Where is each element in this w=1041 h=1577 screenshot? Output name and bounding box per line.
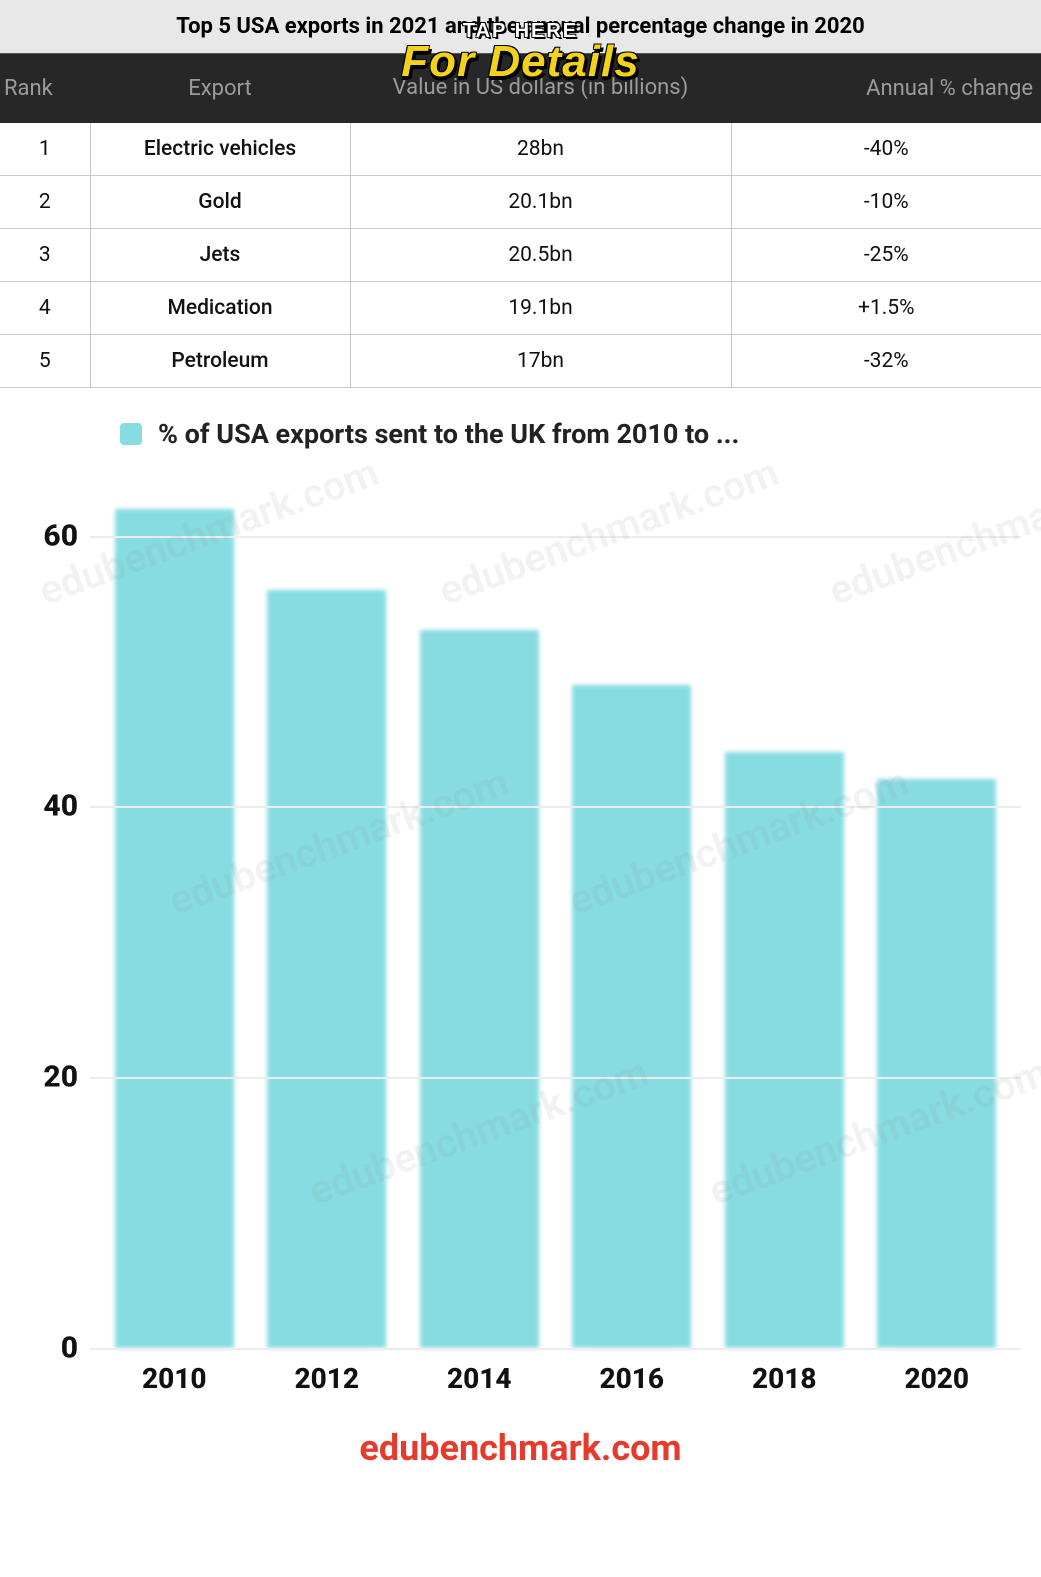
- cell-export: Jets: [90, 229, 350, 282]
- y-tick-label: 60: [43, 518, 78, 553]
- cell-export: Gold: [90, 176, 350, 229]
- chart-bars: [90, 468, 1021, 1348]
- col-header-value: Value in US dollars (in billions): [350, 76, 731, 100]
- cell-export: Medication: [90, 282, 350, 335]
- cell-change: -40%: [731, 123, 1041, 176]
- cell-value: 20.5bn: [350, 229, 731, 282]
- x-tick-label: 2016: [572, 1362, 691, 1395]
- col-header-change: Annual % change: [731, 76, 1041, 101]
- y-tick-label: 40: [43, 789, 78, 824]
- cell-value: 20.1bn: [350, 176, 731, 229]
- table-row: 3Jets20.5bn-25%: [0, 229, 1041, 282]
- cell-value: 28bn: [350, 123, 731, 176]
- cell-rank: 5: [0, 335, 90, 388]
- table-row: 1Electric vehicles28bn-40%: [0, 123, 1041, 176]
- cell-value: 19.1bn: [350, 282, 731, 335]
- cell-change: -32%: [731, 335, 1041, 388]
- x-tick-label: 2020: [877, 1362, 996, 1395]
- col-header-export: Export: [90, 76, 350, 101]
- y-tick-label: 20: [43, 1060, 78, 1095]
- chart-legend: % of USA exports sent to the UK from 201…: [20, 418, 1021, 450]
- chart-y-axis: 0204060: [20, 468, 90, 1348]
- cell-export: Petroleum: [90, 335, 350, 388]
- cell-rank: 1: [0, 123, 90, 176]
- cell-export: Electric vehicles: [90, 123, 350, 176]
- cell-value: 17bn: [350, 335, 731, 388]
- cell-change: -10%: [731, 176, 1041, 229]
- y-tick-label: 0: [61, 1331, 78, 1366]
- chart-bar: [115, 509, 234, 1348]
- x-tick-label: 2014: [420, 1362, 539, 1395]
- x-tick-label: 2010: [115, 1362, 234, 1395]
- uk-exports-chart: % of USA exports sent to the UK from 201…: [0, 388, 1041, 1405]
- cell-rank: 2: [0, 176, 90, 229]
- chart-plot-area: [90, 468, 1021, 1348]
- cell-change: +1.5%: [731, 282, 1041, 335]
- table-row: 5Petroleum17bn-32%: [0, 335, 1041, 388]
- chart-x-axis: 2010 2012 2014 2016 2018 2020: [20, 1348, 1021, 1395]
- cell-change: -25%: [731, 229, 1041, 282]
- legend-swatch-icon: [120, 423, 142, 445]
- col-header-rank: Rank: [0, 76, 90, 101]
- page-title: Top 5 USA exports in 2021 and the annual…: [0, 0, 1041, 53]
- chart-bar: [267, 590, 386, 1348]
- exports-table: 1Electric vehicles28bn-40%2Gold20.1bn-10…: [0, 123, 1041, 388]
- chart-bar: [877, 779, 996, 1348]
- x-tick-label: 2012: [267, 1362, 386, 1395]
- table-row: 4Medication19.1bn+1.5%: [0, 282, 1041, 335]
- x-tick-label: 2018: [725, 1362, 844, 1395]
- chart-bar: [420, 630, 539, 1348]
- chart-bar: [572, 685, 691, 1348]
- table-header: Rank Export Value in US dollars (in bill…: [0, 53, 1041, 123]
- chart-legend-label: % of USA exports sent to the UK from 201…: [158, 418, 739, 450]
- cell-rank: 4: [0, 282, 90, 335]
- table-row: 2Gold20.1bn-10%: [0, 176, 1041, 229]
- chart-bar: [725, 752, 844, 1348]
- cell-rank: 3: [0, 229, 90, 282]
- footer-link[interactable]: edubenchmark.com: [0, 1405, 1041, 1499]
